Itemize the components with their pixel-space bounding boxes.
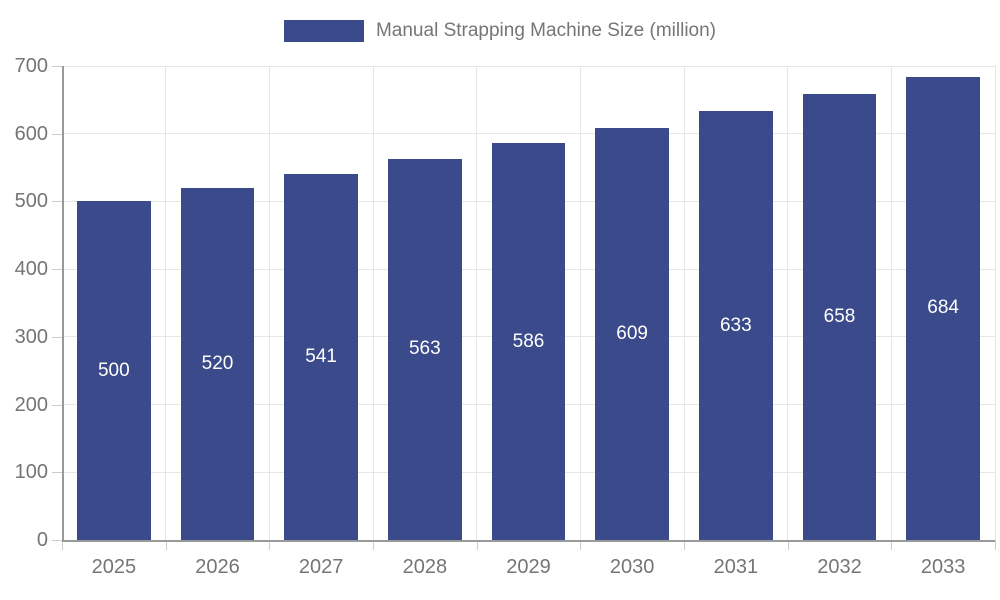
bar-2032[interactable]: 658 — [802, 94, 877, 540]
bar-value-label: 609 — [616, 322, 648, 344]
legend-label: Manual Strapping Machine Size (million) — [375, 20, 717, 41]
x-axis-label: 2029 — [506, 556, 551, 578]
x-axis-tick — [373, 540, 374, 550]
gridline-vertical — [683, 66, 685, 540]
y-axis-label: 500 — [14, 190, 48, 213]
gridline-horizontal — [62, 133, 995, 135]
y-axis-tick — [52, 336, 62, 338]
y-axis-label: 600 — [14, 122, 48, 145]
x-axis-label: 2025 — [91, 556, 137, 578]
x-axis-label: 2026 — [195, 556, 240, 578]
y-axis-tick — [52, 201, 62, 203]
y-axis-tick — [52, 540, 62, 541]
y-axis-tick — [52, 66, 62, 67]
y-axis-tick — [52, 472, 62, 474]
gridline-vertical — [476, 66, 478, 540]
x-axis-label: 2030 — [609, 556, 655, 578]
x-axis-tick — [62, 540, 63, 550]
x-axis-label: 2028 — [402, 556, 448, 578]
x-axis-tick — [787, 540, 789, 550]
bar-2030[interactable]: 609 — [595, 127, 669, 540]
gridline-vertical — [787, 66, 789, 540]
bar-value-label: 541 — [305, 345, 337, 367]
bar-value-label: 658 — [823, 306, 856, 328]
gridline-vertical — [165, 66, 167, 540]
x-axis-tick — [995, 540, 996, 550]
gridline-vertical — [890, 66, 892, 540]
plot-area: 500 520 541 563 586 609 633 658 684 — [62, 65, 996, 542]
bar-2033[interactable]: 684 — [906, 76, 980, 540]
y-axis-line — [62, 66, 64, 540]
gridline-vertical — [579, 66, 581, 540]
bar-2025[interactable]: 500 — [77, 201, 151, 540]
y-axis-tick — [52, 269, 62, 271]
x-axis-tick — [580, 540, 582, 550]
y-axis-label: 400 — [14, 258, 48, 281]
x-axis-label: 2027 — [298, 556, 344, 578]
y-axis-label: 700 — [14, 55, 48, 77]
gridline-vertical — [994, 66, 996, 540]
x-axis-tick — [684, 540, 685, 550]
bar-2026[interactable]: 520 — [180, 187, 255, 540]
y-axis-label: 100 — [14, 461, 48, 484]
y-axis-label: 200 — [14, 393, 48, 416]
x-axis-label: 2033 — [920, 556, 966, 578]
x-axis-tick — [165, 540, 167, 550]
gridline-horizontal — [62, 65, 995, 67]
bar-value-label: 586 — [512, 330, 545, 352]
bar-value-label: 684 — [927, 297, 959, 319]
bar-2028[interactable]: 563 — [388, 158, 462, 540]
bar-2027[interactable]: 541 — [284, 173, 358, 540]
y-axis-label: 300 — [14, 325, 48, 348]
x-axis-label: 2032 — [817, 556, 862, 578]
bar-2029[interactable]: 586 — [491, 143, 566, 540]
x-axis-label: 2031 — [713, 556, 759, 578]
y-axis-label: 0 — [36, 529, 48, 551]
bar-2031[interactable]: 633 — [699, 111, 773, 540]
gridline-vertical — [372, 66, 374, 540]
bar-value-label: 563 — [408, 338, 441, 360]
bar-value-label: 520 — [201, 352, 234, 374]
bar-value-label: 500 — [97, 359, 130, 381]
gridline-vertical — [268, 66, 270, 540]
legend-swatch — [283, 20, 364, 42]
x-axis-line — [62, 540, 995, 542]
x-axis-tick — [269, 540, 271, 550]
x-axis-tick — [891, 540, 893, 550]
y-axis-tick — [52, 404, 62, 406]
legend-item[interactable]: Manual Strapping Machine Size (million) — [0, 20, 1000, 42]
x-axis-tick — [476, 540, 478, 550]
bar-value-label: 633 — [719, 314, 752, 336]
y-axis-tick — [52, 133, 62, 135]
